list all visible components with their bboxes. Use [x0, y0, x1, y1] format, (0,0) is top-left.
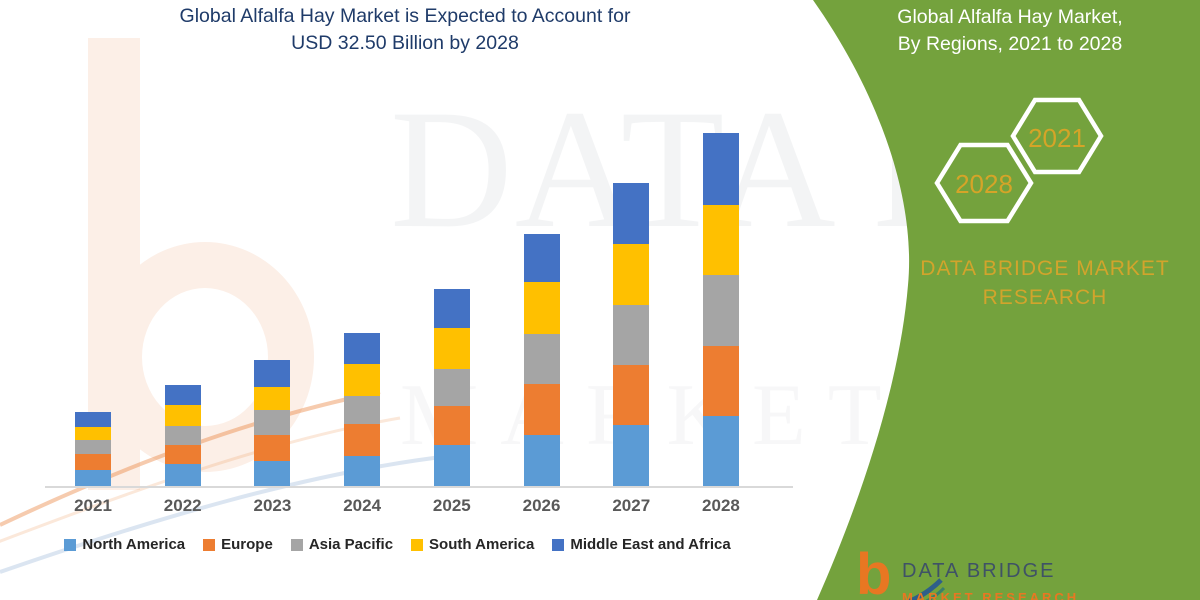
- x-axis-label-2022: 2022: [163, 496, 202, 515]
- x-axis-label-2025: 2025: [432, 496, 471, 515]
- legend-swatch-south-america: [411, 538, 424, 551]
- bar-segment-middle-east-and-africa-2023: [254, 360, 291, 388]
- bar-segment-south-america-2022: [164, 404, 201, 427]
- bar-2023: [254, 360, 291, 486]
- chart-title-line2: USD 32.50 Billion by 2028: [291, 32, 519, 54]
- side-panel-title-line2: By Regions, 2021 to 2028: [897, 33, 1123, 55]
- bar-segment-north-america-2025: [433, 444, 470, 486]
- legend-item-europe: Europe: [203, 536, 273, 553]
- bar-segment-south-america-2025: [433, 328, 470, 369]
- bar-segment-north-america-2022: [164, 464, 201, 486]
- bar-segment-middle-east-and-africa-2025: [433, 289, 470, 329]
- x-axis-label-2026: 2026: [522, 496, 561, 515]
- bar-2028: [702, 133, 739, 486]
- bar-segment-asia-pacific-2027: [613, 304, 650, 366]
- x-axis-line: [45, 486, 793, 488]
- bar-segment-asia-pacific-2024: [344, 395, 381, 425]
- x-axis-label-2028: 2028: [702, 496, 740, 515]
- bar-segment-south-america-2026: [523, 281, 560, 334]
- bar-segment-south-america-2028: [702, 204, 739, 276]
- bar-segment-asia-pacific-2028: [702, 275, 739, 346]
- side-panel-title-line1: Global Alfalfa Hay Market,: [897, 6, 1123, 28]
- legend-label-north-america: North America: [82, 536, 186, 553]
- bar-segment-europe-2023: [254, 434, 291, 461]
- bar-segment-asia-pacific-2026: [523, 333, 560, 384]
- bar-segment-north-america-2023: [254, 460, 291, 486]
- bar-segment-middle-east-and-africa-2026: [523, 234, 560, 282]
- bar-segment-europe-2022: [164, 444, 201, 465]
- bar-segment-middle-east-and-africa-2027: [613, 182, 650, 244]
- legend-label-asia-pacific: Asia Pacific: [308, 536, 394, 553]
- hexagon-2021-label: 2021: [1028, 123, 1086, 153]
- legend-label-south-america: South America: [429, 536, 535, 553]
- bar-segment-north-america-2026: [523, 434, 560, 486]
- bar-segment-asia-pacific-2021: [75, 440, 111, 455]
- hexagon-2028-label: 2028: [955, 169, 1013, 199]
- legend-item-north-america: North America: [64, 536, 185, 553]
- bar-segment-north-america-2028: [702, 416, 739, 486]
- legend-label-middle-east-and-africa: Middle East and Africa: [570, 536, 731, 553]
- brand-wordmark-line1: DATA BRIDGE MARKET: [920, 257, 1170, 280]
- legend-label-europe: Europe: [221, 536, 273, 553]
- bar-2024: [344, 332, 381, 486]
- legend-item-asia-pacific: Asia Pacific: [290, 536, 394, 553]
- bar-2021: [75, 412, 111, 486]
- x-axis-label-2021: 2021: [74, 496, 112, 515]
- bar-segment-north-america-2021: [75, 469, 111, 486]
- legend-swatch-asia-pacific: [290, 538, 303, 551]
- chart-title: Global Alfalfa Hay Market is Expected to…: [55, 3, 755, 57]
- bar-segment-europe-2024: [344, 424, 381, 456]
- stacked-bar-chart: 2021 2022 2023 2024 2025 2026 2027 2028: [74, 133, 740, 515]
- legend-swatch-north-america: [64, 538, 77, 551]
- bar-segment-north-america-2024: [344, 455, 381, 486]
- bar-segment-south-america-2023: [254, 387, 291, 410]
- footer-logo-text: DATA BRIDGE: [902, 560, 1056, 582]
- bar-segment-europe-2027: [613, 365, 650, 426]
- bar-2025: [433, 289, 470, 486]
- bar-segment-south-america-2027: [613, 243, 650, 305]
- bar-segment-middle-east-and-africa-2024: [344, 332, 381, 365]
- brand-wordmark: DATA BRIDGE MARKET RESEARCH: [895, 254, 1195, 312]
- chart-legend: North America Europe Asia Pacific South Ame…: [0, 536, 795, 553]
- bar-segment-asia-pacific-2023: [254, 409, 291, 435]
- bar-segment-middle-east-and-africa-2021: [75, 412, 111, 428]
- bar-segment-south-america-2021: [75, 427, 111, 441]
- bar-segment-middle-east-and-africa-2022: [164, 384, 201, 405]
- bar-2026: [523, 234, 560, 486]
- bar-segment-asia-pacific-2022: [164, 426, 201, 445]
- bar-segment-europe-2025: [433, 405, 470, 445]
- legend-swatch-europe: [203, 538, 216, 551]
- footer-logo-subtext: MARKET RESEARCH: [902, 590, 1080, 600]
- legend-swatch-middle-east-and-africa: [552, 538, 565, 551]
- chart-title-line1: Global Alfalfa Hay Market is Expected to…: [179, 5, 631, 27]
- bar-segment-asia-pacific-2025: [433, 368, 470, 406]
- bar-segment-middle-east-and-africa-2028: [702, 133, 739, 205]
- legend-item-middle-east-and-africa: Middle East and Africa: [552, 536, 731, 553]
- bar-segment-europe-2028: [702, 345, 739, 417]
- x-axis-label-2027: 2027: [612, 496, 651, 515]
- legend-item-south-america: South America: [411, 536, 534, 553]
- bar-2027: [613, 182, 650, 486]
- side-panel-title: Global Alfalfa Hay Market, By Regions, 2…: [855, 4, 1165, 58]
- bar-segment-europe-2021: [75, 454, 111, 470]
- bar-2022: [164, 384, 201, 486]
- x-axis-label-2024: 2024: [343, 496, 382, 515]
- x-axis-label-2023: 2023: [253, 496, 292, 515]
- brand-wordmark-line2: RESEARCH: [982, 286, 1108, 309]
- bar-segment-south-america-2024: [344, 364, 381, 396]
- bar-segment-europe-2026: [523, 383, 560, 435]
- bar-segment-north-america-2027: [613, 425, 650, 486]
